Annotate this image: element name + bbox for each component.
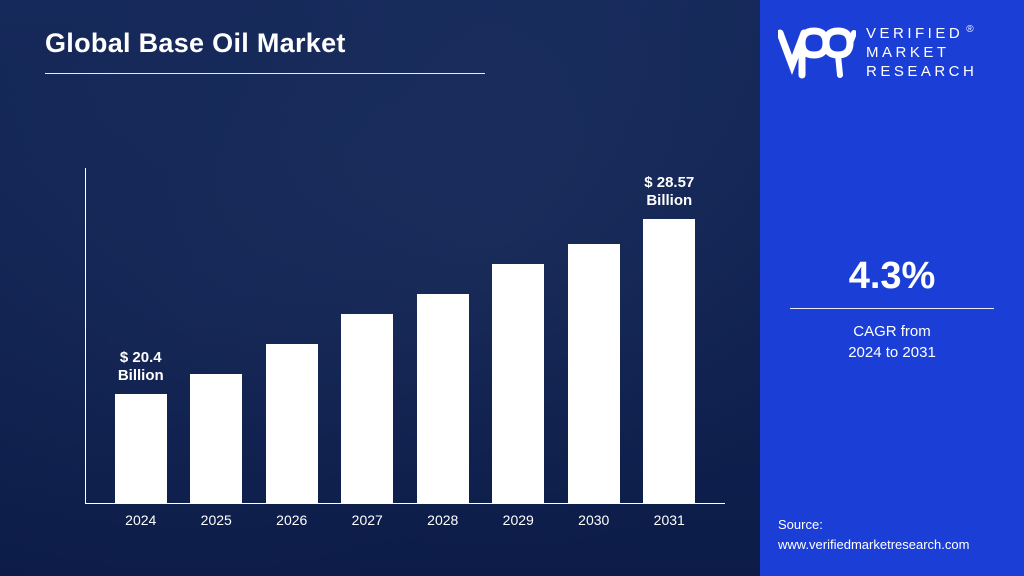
divider [790,308,994,309]
bar-2029 [492,264,544,504]
brand-logo: VERIFIED® MARKET RESEARCH [778,24,1014,82]
cagr-subtitle: CAGR from 2024 to 2031 [790,321,994,363]
bars-container: $ 20.4 Billion [85,168,725,504]
bar-rect [568,244,620,504]
bar-rect [266,344,318,504]
value-text: $ 20.4 [120,349,162,366]
bar-value-label: $ 20.4 Billion [118,349,164,387]
source-label: Source: [778,517,823,532]
bar-value-label: $ 28.57 Billion [644,174,694,212]
source-url: www.verifiedmarketresearch.com [778,537,969,552]
logo-icon [778,27,856,79]
x-label: 2028 [417,512,469,528]
cagr-line: 2024 to 2031 [848,344,936,361]
bar-chart: $ 20.4 Billion [85,168,725,528]
bar-2031: $ 28.57 Billion [643,174,695,505]
x-label: 2030 [568,512,620,528]
bar-rect [643,219,695,504]
bar-2025 [190,374,242,504]
bar-rect [190,374,242,504]
bar-2027 [341,314,393,504]
cagr-value: 4.3% [790,255,994,298]
info-panel: VERIFIED® MARKET RESEARCH 4.3% CAGR from… [760,0,1024,576]
value-unit: Billion [118,367,164,384]
cagr-line: CAGR from [853,323,931,340]
bar-rect [115,394,167,504]
x-label: 2026 [266,512,318,528]
bar-2028 [417,294,469,504]
logo-line: RESEARCH [866,63,977,80]
value-text: $ 28.57 [644,174,694,191]
bar-2030 [568,244,620,504]
x-label: 2027 [341,512,393,528]
title-underline [45,73,485,74]
logo-text: VERIFIED® MARKET RESEARCH [866,24,977,82]
bar-rect [492,264,544,504]
x-label: 2031 [643,512,695,528]
registered-icon: ® [966,24,977,35]
source-block: Source: www.verifiedmarketresearch.com [778,515,969,554]
x-axis-labels: 2024 2025 2026 2027 2028 2029 2030 2031 [85,512,725,528]
bar-2026 [266,344,318,504]
title-block: Global Base Oil Market [45,28,485,74]
bar-rect [341,314,393,504]
x-label: 2029 [492,512,544,528]
logo-line: VERIFIED [866,25,963,42]
bar-rect [417,294,469,504]
bar-2024: $ 20.4 Billion [115,349,167,505]
x-label: 2024 [115,512,167,528]
value-unit: Billion [646,192,692,209]
x-label: 2025 [190,512,242,528]
cagr-block: 4.3% CAGR from 2024 to 2031 [790,255,994,363]
chart-panel: Global Base Oil Market $ 20.4 Billion [0,0,760,576]
logo-line: MARKET [866,44,950,61]
page-title: Global Base Oil Market [45,28,485,59]
